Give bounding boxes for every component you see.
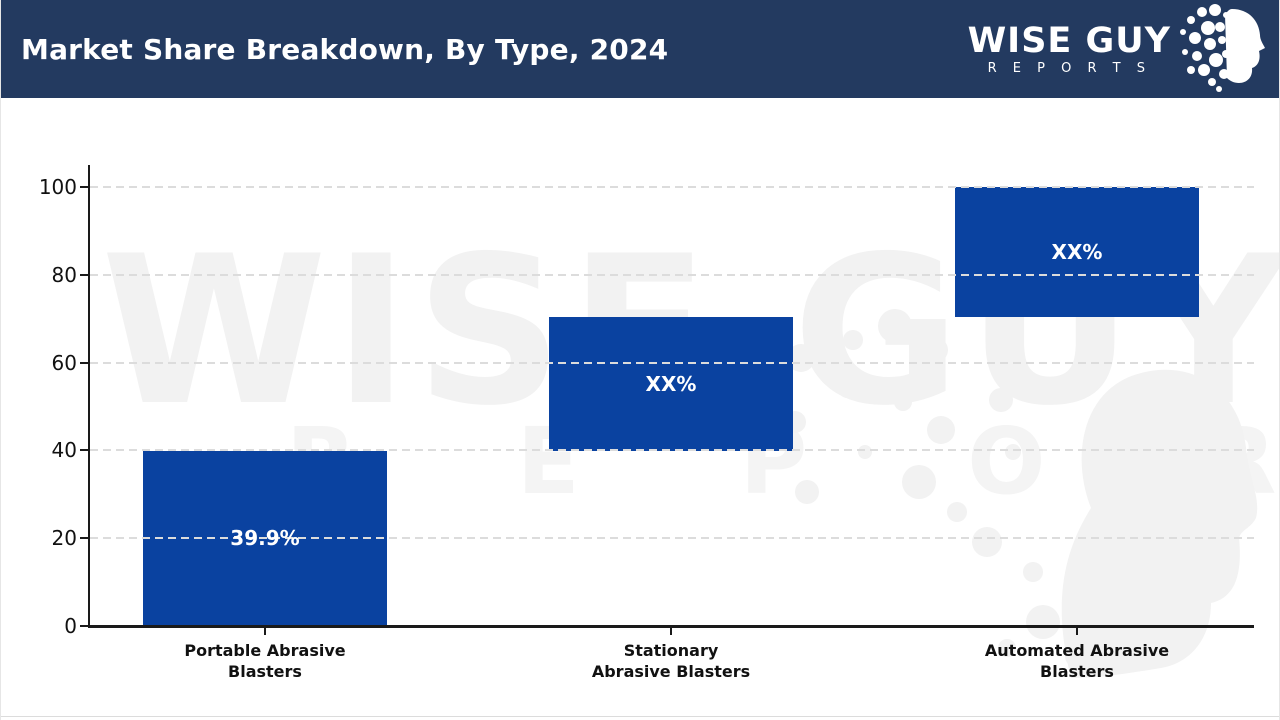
chart-area: WISE GUY R E P O R T S 02040608010039.9%… [1, 98, 1279, 720]
bar-value-label-1: XX% [645, 371, 697, 396]
category-label-0: Portable Abrasive Blasters [184, 641, 346, 681]
wiseguy-logo: WISE GUY R E P O R T S [968, 4, 1265, 94]
chart-title: Market Share Breakdown, By Type, 2024 [21, 32, 669, 66]
y-tick-label-40: 40 [51, 438, 77, 463]
gridline-60 [90, 361, 1254, 364]
logo-name: WISE GUY [967, 20, 1171, 61]
category-label-1: Stationary Abrasive Blasters [591, 641, 751, 681]
bar-segment-2 [955, 187, 1199, 317]
y-tick-label-100: 100 [38, 175, 77, 199]
gridline-100 [90, 186, 1254, 188]
watermark-face-icon [784, 309, 1258, 678]
y-tick-40 [80, 449, 88, 452]
gridline-80 [90, 273, 1254, 276]
page-bottom-divider [1, 716, 1279, 717]
y-tick-60 [80, 361, 88, 364]
x-tick-2 [1076, 628, 1078, 635]
y-axis-line [88, 165, 90, 627]
category-label-2: Automated Abrasive Blasters [984, 641, 1170, 681]
y-tick-label-20: 20 [51, 526, 77, 551]
logo-sub: R E P O R T S [987, 60, 1151, 76]
logo-face-icon [1180, 4, 1265, 92]
logo-text: WISE GUY R E P O R T S [967, 20, 1171, 76]
bar-value-label-0: 39.9% [230, 526, 300, 551]
y-tick-100 [80, 186, 88, 188]
y-tick-20 [80, 537, 88, 540]
y-tick-label-60: 60 [51, 350, 77, 375]
y-tick-80 [80, 273, 88, 276]
x-tick-1 [670, 628, 672, 635]
y-tick-label-0: 0 [64, 614, 77, 638]
x-axis-line [88, 625, 1254, 628]
bar-segment-1 [549, 316, 793, 451]
y-tick-label-80: 80 [51, 262, 77, 287]
bar-value-label-2: XX% [1051, 239, 1103, 264]
header-bar: Market Share Breakdown, By Type, 2024 WI… [1, 0, 1279, 98]
gridline-40 [90, 449, 1254, 452]
gridline-20 [90, 537, 1254, 540]
x-tick-0 [264, 628, 266, 635]
y-tick-0 [80, 625, 88, 627]
